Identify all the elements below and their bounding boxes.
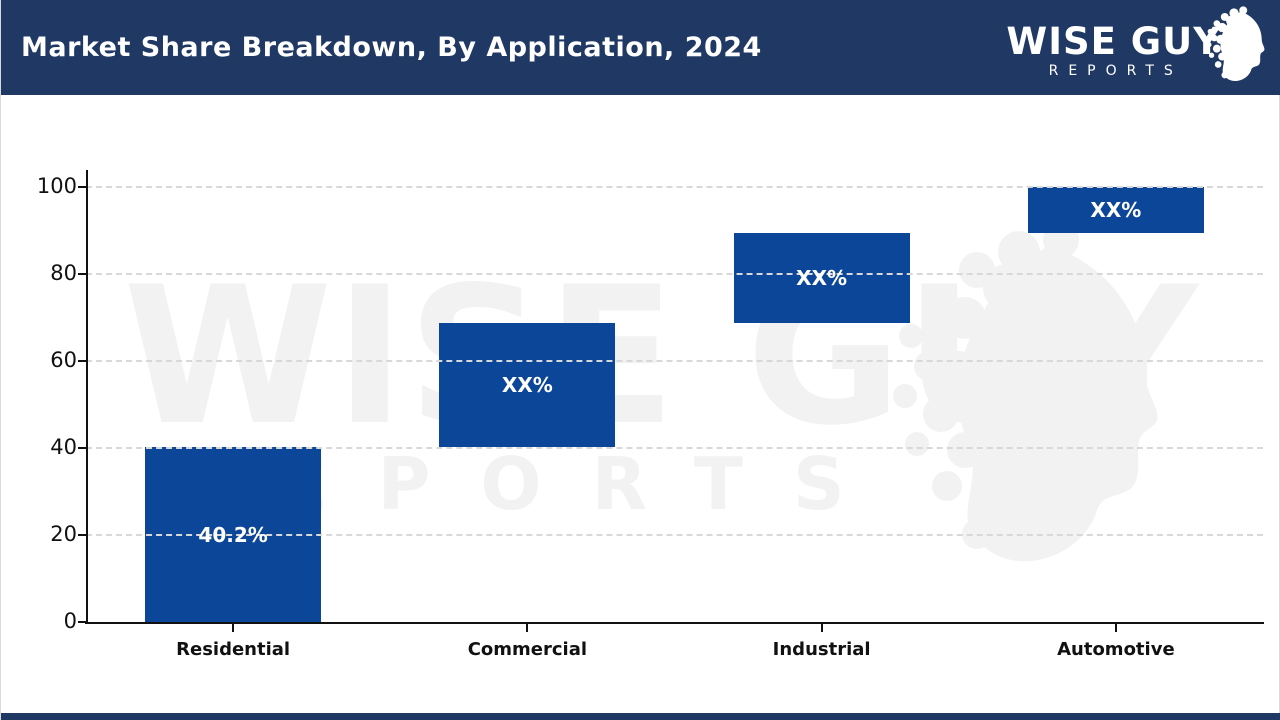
y-tick-mark	[78, 360, 86, 363]
y-tick-mark	[78, 273, 86, 276]
logo-text: WISE GUY REPORTS	[1006, 23, 1221, 78]
logo-reports: REPORTS	[1048, 63, 1183, 79]
x-tick-mark	[232, 624, 235, 632]
x-axis-label: Residential	[176, 639, 291, 660]
x-tick-mark	[526, 624, 529, 632]
y-tick-label: 0	[63, 609, 77, 633]
gridline	[86, 186, 1263, 189]
bar	[733, 233, 910, 323]
y-tick-label: 40	[50, 435, 77, 460]
bar-value-label: XX%	[796, 266, 848, 291]
y-tick-mark	[78, 534, 86, 537]
y-tick-label: 100	[36, 174, 77, 199]
y-tick-mark	[78, 186, 86, 189]
x-axis-label: Industrial	[772, 639, 871, 660]
x-tick-mark	[1114, 624, 1117, 632]
bar	[439, 322, 616, 448]
gridline	[86, 360, 1263, 363]
y-tick-mark	[78, 621, 86, 623]
x-tick-mark	[820, 624, 823, 632]
gridline	[86, 534, 1263, 537]
x-axis-label: Automotive	[1057, 639, 1175, 660]
header: Market Share Breakdown, By Application, …	[1, 0, 1280, 95]
logo-wise-guy: WISE GUY	[1006, 20, 1221, 63]
x-axis-line	[85, 622, 1264, 624]
bar-value-label: XX%	[1090, 198, 1142, 223]
y-tick-label: 80	[50, 261, 77, 286]
chart-title: Market Share Breakdown, By Application, …	[21, 32, 762, 63]
bar-value-label: XX%	[501, 373, 553, 398]
bar	[1027, 187, 1204, 234]
gridline	[86, 447, 1263, 450]
footer-accent-bar	[1, 713, 1280, 720]
y-tick-mark	[78, 447, 86, 450]
y-tick-label: 20	[50, 522, 77, 547]
y-tick-label: 60	[50, 348, 77, 373]
y-axis-line	[86, 170, 88, 624]
wise-guy-reports-logo: WISE GUY REPORTS	[1006, 5, 1267, 88]
bar-value-label: 40.2%	[198, 522, 268, 547]
x-axis-label: Commercial	[467, 639, 588, 660]
gridline	[86, 273, 1263, 276]
